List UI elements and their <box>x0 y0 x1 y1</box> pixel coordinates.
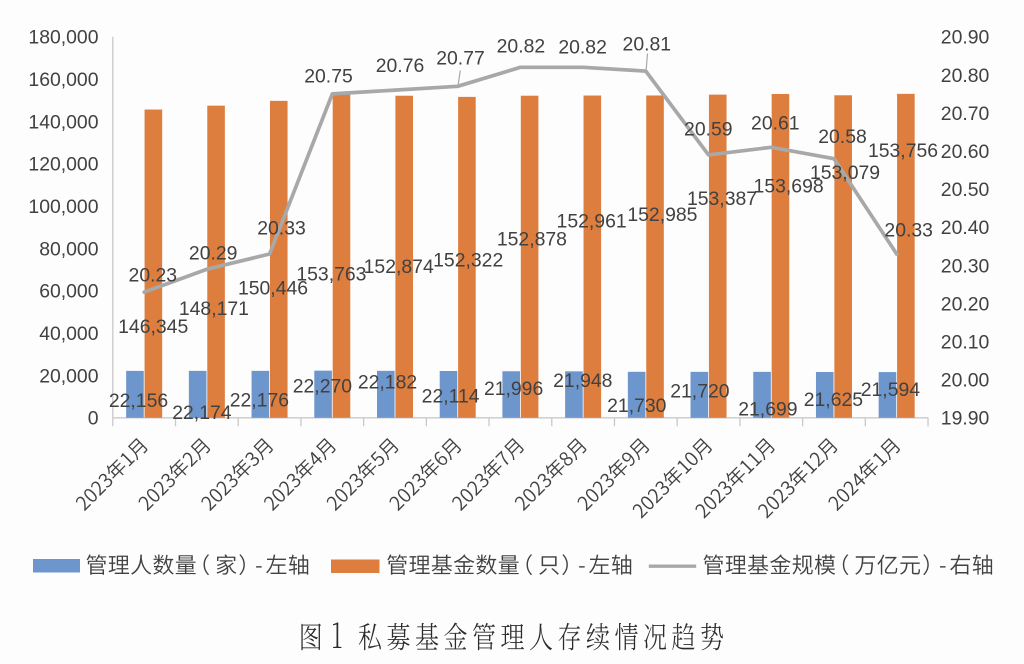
svg-text:152,874: 152,874 <box>364 256 434 278</box>
svg-text:22,182: 22,182 <box>358 372 417 394</box>
svg-text:20.40: 20.40 <box>941 217 990 239</box>
svg-text:0: 0 <box>88 408 99 430</box>
svg-text:80,000: 80,000 <box>39 238 99 260</box>
svg-text:21,996: 21,996 <box>484 378 543 400</box>
svg-text:21,625: 21,625 <box>804 389 863 411</box>
svg-text:21,594: 21,594 <box>861 379 921 401</box>
svg-text:20.76: 20.76 <box>376 55 425 77</box>
svg-text:22,114: 22,114 <box>422 386 480 408</box>
svg-text:120,000: 120,000 <box>28 154 98 176</box>
svg-text:22,176: 22,176 <box>230 389 289 411</box>
svg-text:60,000: 60,000 <box>39 281 99 303</box>
svg-text:100,000: 100,000 <box>28 196 98 218</box>
svg-text:22,156: 22,156 <box>109 390 168 412</box>
svg-text:146,345: 146,345 <box>118 316 188 338</box>
svg-text:22,174: 22,174 <box>172 402 232 424</box>
svg-text:20.30: 20.30 <box>941 255 990 277</box>
svg-text:20.70: 20.70 <box>941 103 990 125</box>
svg-text:20.75: 20.75 <box>304 66 353 88</box>
svg-text:148,171: 148,171 <box>179 298 249 320</box>
svg-text:20.33: 20.33 <box>884 219 933 241</box>
svg-text:40,000: 40,000 <box>39 323 99 345</box>
svg-text:152,961: 152,961 <box>557 211 627 233</box>
svg-text:21,720: 21,720 <box>670 381 730 403</box>
svg-text:20.82: 20.82 <box>497 36 546 58</box>
svg-text:20.90: 20.90 <box>941 27 990 49</box>
svg-text:21,730: 21,730 <box>607 395 667 417</box>
svg-text:20.33: 20.33 <box>257 218 306 240</box>
svg-text:20.60: 20.60 <box>941 141 990 163</box>
svg-text:20,000: 20,000 <box>39 365 99 387</box>
svg-text:20.58: 20.58 <box>818 126 867 148</box>
svg-text:20.77: 20.77 <box>436 47 485 69</box>
svg-text:22,270: 22,270 <box>293 375 353 397</box>
svg-text:20.81: 20.81 <box>623 34 672 56</box>
svg-text:20.20: 20.20 <box>941 293 990 315</box>
svg-text:20.10: 20.10 <box>941 332 990 354</box>
svg-text:153,387: 153,387 <box>687 188 757 210</box>
svg-text:150,446: 150,446 <box>238 278 308 300</box>
svg-text:20.82: 20.82 <box>558 36 607 58</box>
svg-text:20.50: 20.50 <box>941 179 990 201</box>
svg-text:152,322: 152,322 <box>433 249 503 271</box>
svg-text:20.29: 20.29 <box>189 243 238 265</box>
svg-text:153,698: 153,698 <box>754 175 824 197</box>
svg-text:21,948: 21,948 <box>553 370 612 392</box>
svg-text:20.59: 20.59 <box>684 119 733 141</box>
svg-text:153,756: 153,756 <box>868 140 938 162</box>
svg-text:152,985: 152,985 <box>627 204 697 226</box>
svg-text:160,000: 160,000 <box>28 69 98 91</box>
svg-text:20.23: 20.23 <box>129 264 178 286</box>
svg-text:20.00: 20.00 <box>941 370 990 392</box>
svg-text:21,699: 21,699 <box>738 398 797 420</box>
svg-text:153,079: 153,079 <box>810 162 880 184</box>
svg-text:20.80: 20.80 <box>941 65 990 87</box>
svg-text:180,000: 180,000 <box>28 27 98 49</box>
svg-text:20.61: 20.61 <box>751 113 800 135</box>
svg-text:19.90: 19.90 <box>941 408 990 430</box>
svg-text:152,878: 152,878 <box>497 229 567 251</box>
svg-text:153,763: 153,763 <box>296 264 366 286</box>
svg-text:140,000: 140,000 <box>28 111 98 133</box>
